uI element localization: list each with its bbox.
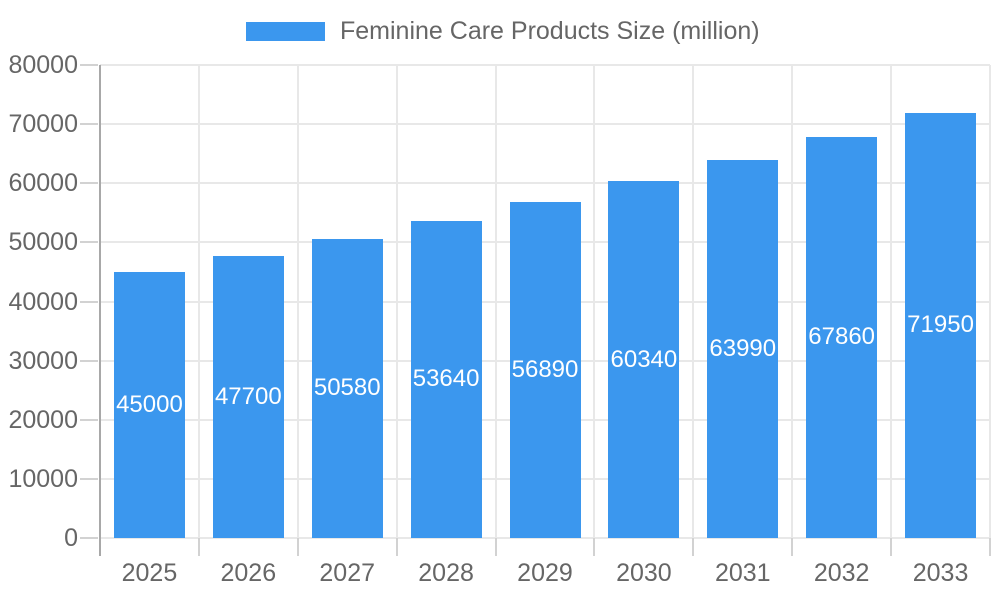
y-axis-tick: [80, 64, 98, 66]
bar-2027[interactable]: 50580: [311, 238, 383, 538]
y-axis-label: 0: [64, 524, 78, 552]
y-axis-tick: [80, 537, 98, 539]
y-axis-label: 70000: [8, 110, 78, 139]
x-axis-tick: [593, 538, 596, 556]
legend-color-swatch: [246, 21, 325, 41]
x-axis-tick: [494, 538, 497, 556]
x-axis-label: 2031: [714, 559, 771, 587]
bar-value-label: 50580: [313, 374, 381, 402]
bar-2031[interactable]: 63990: [707, 159, 779, 538]
x-axis-tick: [692, 538, 695, 556]
bar-value-label: 60340: [610, 345, 678, 373]
bar-2032[interactable]: 67860: [806, 136, 878, 538]
bar-2026[interactable]: 47700: [212, 255, 284, 538]
y-axis-label: 20000: [8, 405, 78, 434]
y-gridline: [100, 537, 990, 539]
y-axis-tick: [80, 477, 98, 480]
x-gridline: [197, 65, 200, 538]
x-gridline: [593, 65, 596, 538]
x-axis-tick: [989, 538, 991, 556]
y-axis-line: [99, 65, 101, 556]
bar-value-label: 63990: [709, 334, 777, 362]
x-gridline: [692, 65, 695, 538]
bar-2025[interactable]: 45000: [113, 271, 185, 538]
x-axis-tick: [791, 538, 794, 556]
bar-value-label: 45000: [116, 390, 183, 418]
y-axis-label: 10000: [8, 464, 78, 493]
y-gridline: [100, 182, 990, 185]
y-axis-label: 50000: [8, 228, 78, 257]
x-axis-tick: [890, 538, 893, 556]
x-axis-tick: [197, 538, 200, 556]
x-axis-tick: [395, 538, 398, 556]
y-axis-label: 80000: [8, 51, 78, 79]
y-gridline: [100, 123, 990, 126]
y-axis-tick: [80, 300, 98, 303]
x-axis-label: 2032: [813, 559, 870, 587]
legend-series-label: Feminine Care Products Size (million): [340, 16, 760, 45]
bar-value-label: 53640: [412, 365, 480, 393]
x-axis-label: 2025: [121, 559, 178, 587]
x-axis-label: 2028: [418, 559, 474, 587]
bar-2028[interactable]: 53640: [410, 220, 482, 538]
x-axis-label: 2030: [616, 559, 672, 587]
x-gridline: [395, 65, 398, 538]
bar-2033[interactable]: 71950: [905, 112, 977, 538]
y-axis-tick: [80, 241, 98, 244]
bar-value-label: 47700: [214, 382, 282, 410]
x-gridline: [296, 65, 299, 538]
x-gridline: [890, 65, 893, 538]
bar-2029[interactable]: 56890: [509, 201, 581, 538]
x-axis-label: 2029: [517, 559, 573, 587]
x-gridline: [494, 65, 497, 538]
bar-value-label: 71950: [907, 311, 974, 339]
x-axis-label: 2033: [912, 559, 969, 587]
y-axis-label: 30000: [8, 346, 78, 375]
y-axis-tick: [80, 418, 98, 421]
x-axis-tick: [296, 538, 299, 556]
x-axis-label: 2026: [220, 559, 277, 587]
bar-2030[interactable]: 60340: [608, 181, 680, 538]
chart-legend[interactable]: Feminine Care Products Size (million): [246, 17, 760, 45]
y-axis-tick: [80, 359, 98, 362]
x-gridline: [989, 65, 991, 538]
x-gridline: [791, 65, 794, 538]
bar-value-label: 67860: [808, 323, 876, 351]
y-gridline: [100, 64, 990, 66]
y-axis-label: 40000: [8, 287, 78, 316]
y-axis-tick: [80, 182, 98, 185]
y-axis-label: 60000: [8, 169, 78, 198]
y-axis-tick: [80, 123, 98, 126]
x-axis-label: 2027: [319, 559, 376, 587]
bar-value-label: 56890: [511, 355, 579, 383]
